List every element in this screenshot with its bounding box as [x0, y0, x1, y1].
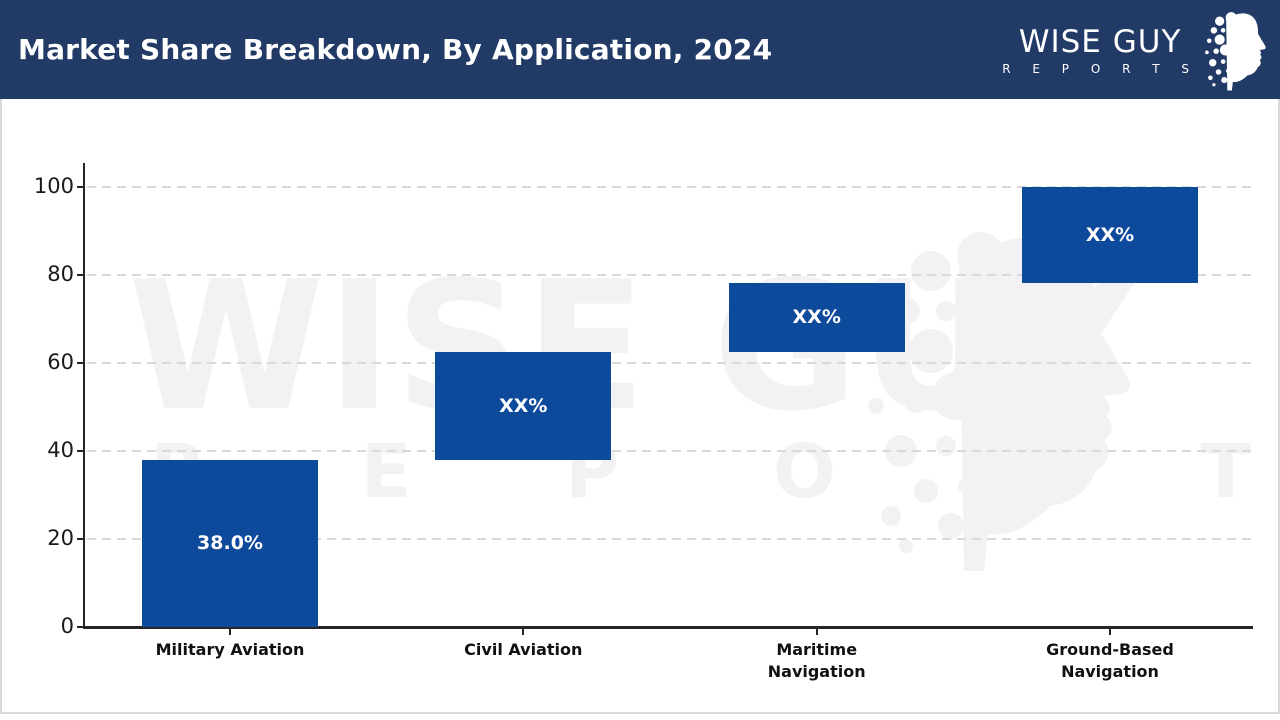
x-category-label: Military Aviation [155, 640, 305, 659]
y-tick-mark [77, 538, 85, 540]
brand-logo: WISE GUY R E P O R T S [1002, 8, 1274, 92]
brand-name: WISE GUY [1018, 23, 1182, 60]
y-tick-mark [77, 450, 85, 452]
y-gridline [87, 538, 1253, 540]
waterfall-bar [435, 352, 612, 460]
x-category-label: Ground-Based Navigation [1046, 640, 1174, 681]
bar-value-label: XX% [1085, 223, 1135, 246]
brand-head-icon [1200, 8, 1274, 92]
y-gridline [87, 186, 1253, 188]
y-gridline [87, 274, 1253, 276]
y-tick-label: 40 [47, 438, 74, 462]
y-tick-label: 80 [47, 262, 74, 286]
y-gridline [87, 362, 1253, 364]
y-tick-label: 0 [60, 614, 74, 638]
y-tick-label: 100 [33, 174, 74, 198]
chart-title: Market Share Breakdown, By Application, … [18, 33, 773, 66]
y-tick-mark [77, 362, 85, 364]
header-band: Market Share Breakdown, By Application, … [0, 0, 1280, 99]
bar-value-label: XX% [499, 394, 548, 417]
bar-value-label: XX% [792, 306, 841, 329]
brand-logo-text: WISE GUY R E P O R T S [1002, 24, 1198, 76]
y-gridline [87, 450, 1253, 452]
waterfall-bar [1022, 187, 1198, 283]
x-tick-mark [522, 629, 525, 635]
x-category-label: Maritime Navigation [767, 640, 866, 681]
x-category-label: Civil Aviation [464, 640, 583, 659]
waterfall-bar [728, 282, 905, 352]
y-tick-mark [77, 274, 85, 276]
brand-subname: R E P O R T S [1002, 61, 1198, 76]
bar-value-label: 38.0% [197, 532, 263, 555]
x-tick-mark [815, 629, 818, 635]
y-tick-mark [77, 626, 85, 628]
y-tick-label: 60 [47, 350, 74, 374]
x-axis-line [83, 626, 1253, 629]
x-tick-mark [1109, 629, 1111, 635]
waterfall-bar [142, 459, 318, 627]
x-tick-mark [229, 629, 231, 635]
y-tick-label: 20 [47, 526, 74, 550]
y-tick-mark [77, 186, 85, 188]
y-axis-line [83, 163, 85, 629]
